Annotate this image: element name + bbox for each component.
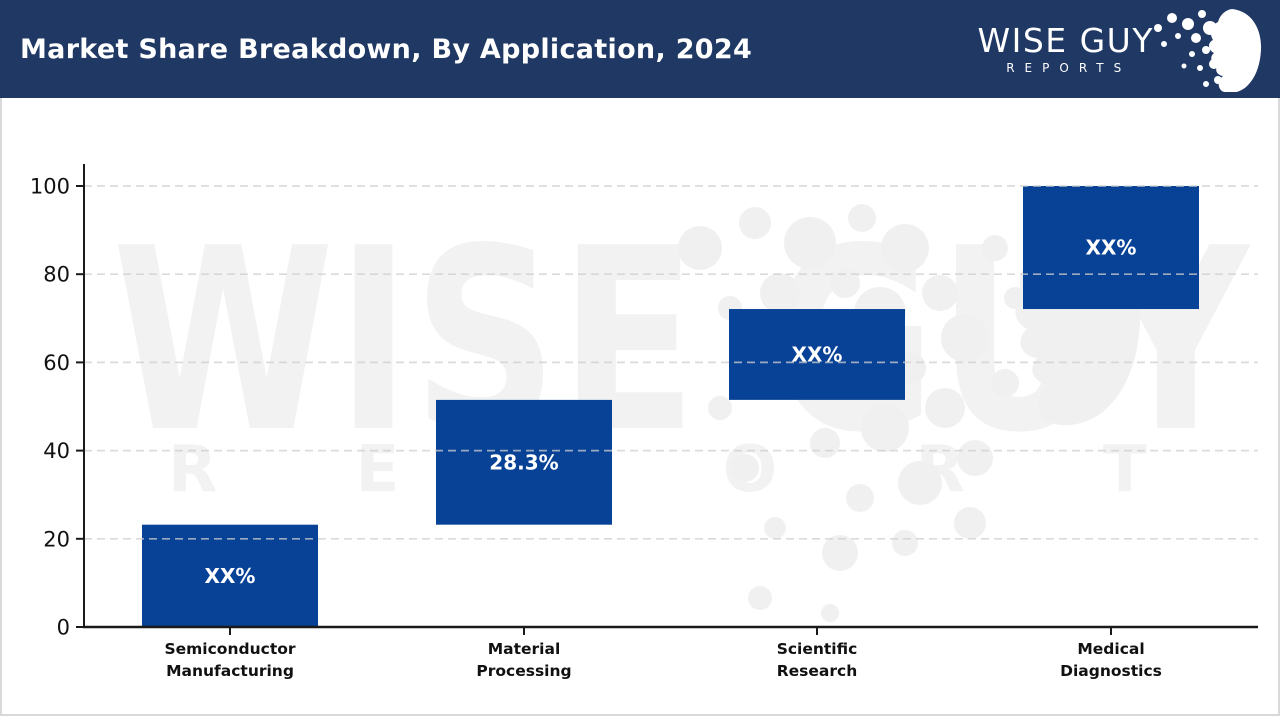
category-label: Semiconductor Manufacturing [164, 640, 295, 680]
bar-value-label: XX% [792, 342, 843, 366]
waterfall-chart: 0 20 40 60 80 100 Semiconductor Manufacturing Ma… [30, 164, 1258, 680]
y-tick-label: 60 [43, 351, 70, 375]
bar-segment [729, 309, 905, 400]
bar-segment [1023, 186, 1199, 310]
bar-segment [142, 524, 318, 627]
logo-subtitle: REPORTS [1006, 60, 1132, 75]
y-tick-label: 40 [43, 439, 70, 463]
y-tick-label: 0 [57, 616, 70, 640]
category-label: Scientific Research [777, 640, 858, 680]
wiseguy-face-icon [1154, 9, 1262, 92]
logo-text: WISE GUY REPORTS [977, 24, 1154, 75]
watermark-subtitle: R E P O R T S [168, 433, 1280, 507]
logo-wordmark: WISE GUY [977, 20, 1154, 60]
bar-segment [436, 399, 612, 525]
bar-value-label: XX% [205, 564, 256, 588]
y-tick-label: 20 [43, 527, 70, 551]
category-label: Medical Diagnostics [1060, 640, 1162, 680]
category-label: Material Processing [476, 640, 571, 680]
header-bar: Market Share Breakdown, By Application, … [0, 0, 1280, 98]
y-tick-label: 100 [30, 175, 70, 199]
page-title: Market Share Breakdown, By Application, … [20, 33, 753, 65]
bar-value-label: 28.3% [489, 450, 558, 474]
wiseguy-logo: WISE GUY REPORTS [977, 6, 1266, 92]
bar-value-label: XX% [1086, 236, 1137, 260]
y-tick-label: 80 [43, 263, 70, 287]
